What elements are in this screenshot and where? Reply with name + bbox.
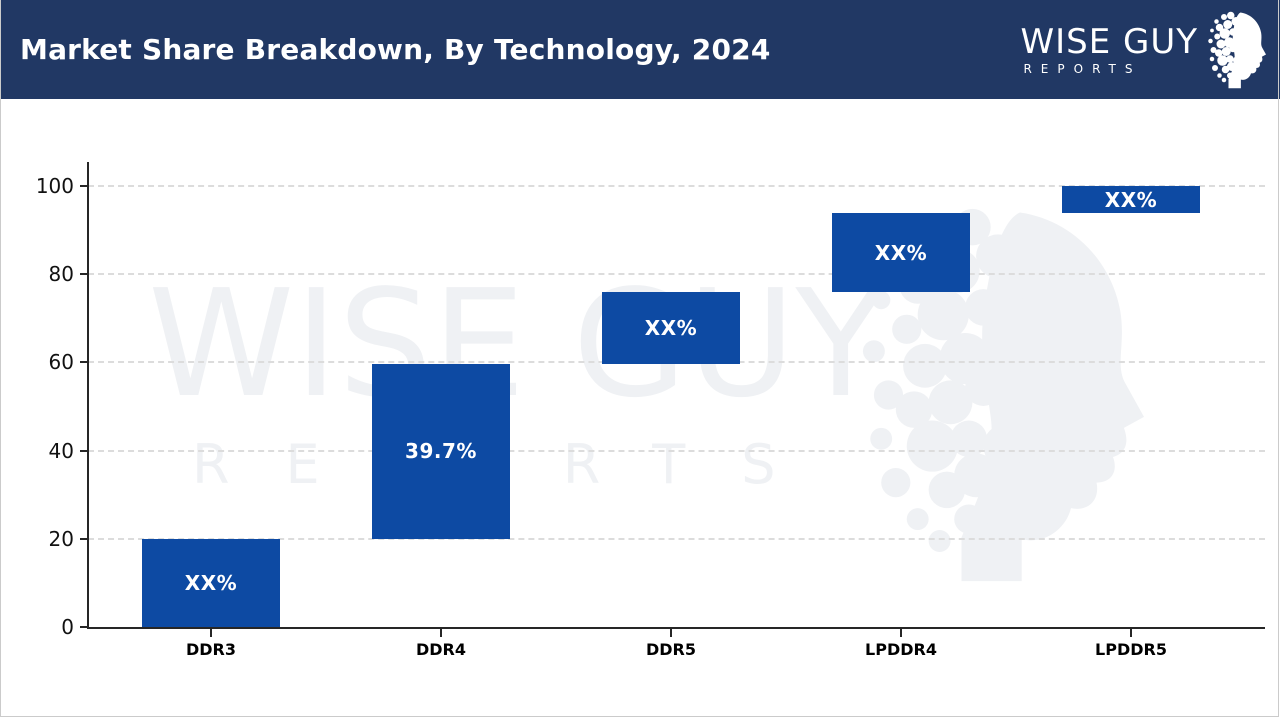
x-tick-mark xyxy=(900,629,902,637)
bar-lpddr4: XX% xyxy=(832,213,970,292)
brand-name: WISE GUY xyxy=(1020,21,1198,62)
x-tick-mark xyxy=(440,629,442,637)
brand-logo-text: WISE GUY REPORTS xyxy=(1020,25,1198,75)
y-tick-mark xyxy=(80,273,88,276)
gridline-80 xyxy=(88,273,1265,276)
x-category-label: DDR3 xyxy=(185,640,236,659)
x-tick-mark xyxy=(670,629,672,637)
y-tick-label: 0 xyxy=(61,615,74,639)
x-axis xyxy=(87,627,1265,629)
bar-ddr4: 39.7% xyxy=(372,363,510,539)
y-tick-mark xyxy=(80,449,88,452)
y-tick-label: 20 xyxy=(48,526,74,551)
x-category-label: DDR4 xyxy=(415,640,466,659)
bar-ddr3: XX% xyxy=(142,538,280,627)
header-bar: Market Share Breakdown, By Technology, 2… xyxy=(0,0,1280,99)
x-category-label: LPDDR4 xyxy=(865,640,937,659)
brand-subname: REPORTS xyxy=(1023,61,1142,76)
y-tick-label: 60 xyxy=(48,350,74,375)
y-tick-mark xyxy=(80,361,88,364)
x-tick-mark xyxy=(210,629,212,637)
bar-ddr5: XX% xyxy=(602,291,740,364)
y-tick-mark xyxy=(80,537,88,540)
y-axis xyxy=(87,162,89,629)
y-tick-mark xyxy=(80,185,88,187)
bar-value-label: XX% xyxy=(184,570,238,595)
page-title: Market Share Breakdown, By Technology, 2… xyxy=(20,33,771,66)
y-tick-label: 40 xyxy=(48,438,74,463)
brand-logo: WISE GUY REPORTS xyxy=(1020,11,1280,89)
gridline-20 xyxy=(88,537,1265,540)
brand-face-icon xyxy=(1206,11,1266,89)
x-category-label: DDR5 xyxy=(645,640,696,659)
y-tick-mark xyxy=(80,626,88,628)
bar-value-label: XX% xyxy=(874,240,928,265)
x-tick-mark xyxy=(1130,629,1132,637)
y-tick-label: 80 xyxy=(48,262,74,287)
gridline-40 xyxy=(88,449,1265,452)
x-category-label: LPDDR5 xyxy=(1095,640,1167,659)
bar-value-label: XX% xyxy=(644,315,698,340)
y-tick-label: 100 xyxy=(35,174,74,198)
bar-lpddr5: XX% xyxy=(1062,186,1200,214)
bar-value-label: XX% xyxy=(1104,187,1158,212)
bar-value-label: 39.7% xyxy=(405,439,477,464)
gridline-100 xyxy=(88,185,1265,187)
